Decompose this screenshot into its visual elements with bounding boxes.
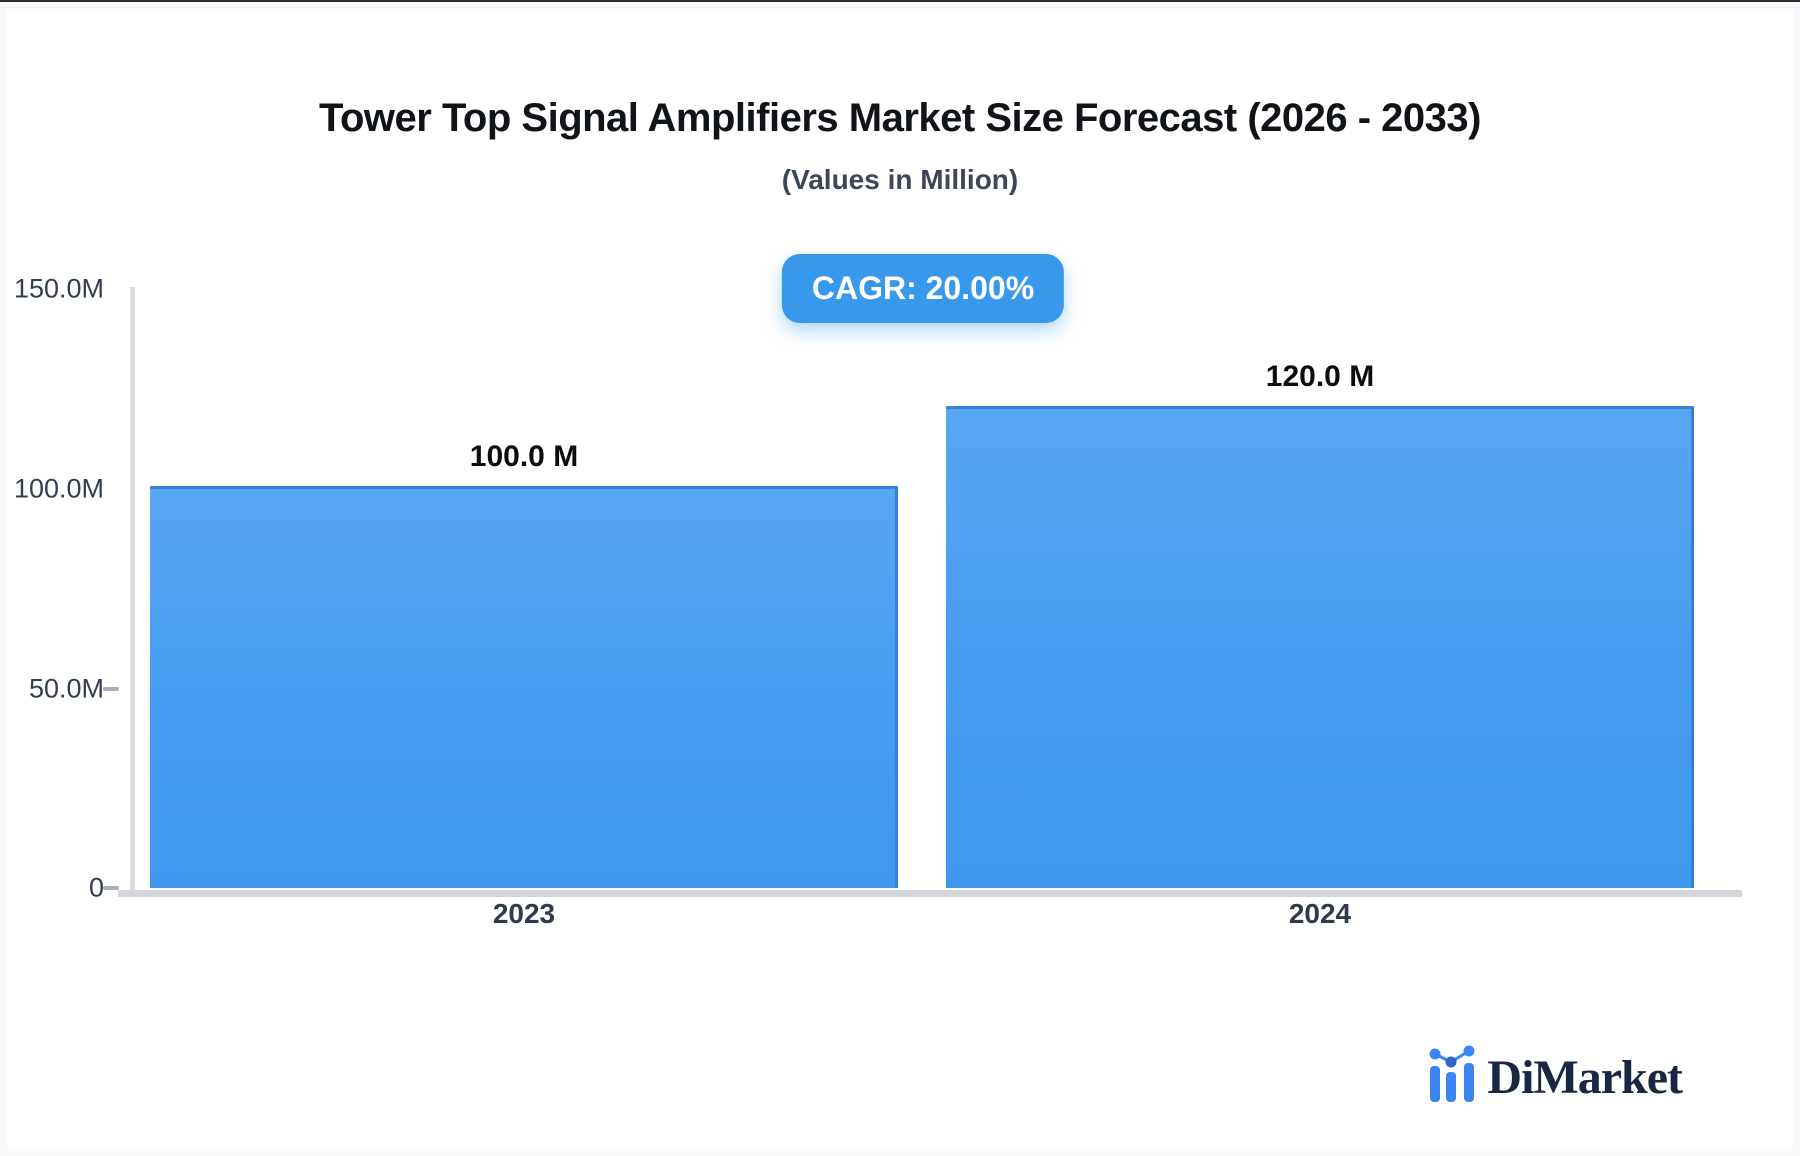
- y-axis-tick-label: 150.0M: [13, 273, 104, 304]
- chart-subtitle: (Values in Million): [781, 164, 1019, 195]
- brand-logo: DiMarket: [1429, 1044, 1683, 1104]
- chart-title: Tower Top Signal Amplifiers Market Size …: [319, 96, 1481, 140]
- y-axis-tick-label: 100.0M: [13, 473, 104, 504]
- x-axis-label-2024: 2024: [1288, 898, 1352, 929]
- x-axis-label-2023: 2023: [492, 898, 556, 929]
- bar-value-label: 100.0 M: [469, 440, 579, 473]
- y-axis-line: [130, 287, 135, 897]
- brand-name: DiMarket: [1487, 1051, 1683, 1104]
- x-axis-line: [118, 890, 1742, 897]
- y-axis-tick-label: 50.0M: [28, 673, 104, 704]
- y-axis-tick-mark: [103, 687, 119, 691]
- bar-chart-logo-icon: [1429, 1044, 1475, 1102]
- bar-value-label: 120.0 M: [1265, 360, 1375, 393]
- cagr-badge: CAGR: 20.00%: [781, 254, 1065, 323]
- y-axis-tick-label: 0: [88, 872, 104, 903]
- bar-2024[interactable]: [946, 406, 1694, 888]
- y-axis-tick-mark: [103, 886, 119, 890]
- bar-2023[interactable]: [150, 486, 898, 888]
